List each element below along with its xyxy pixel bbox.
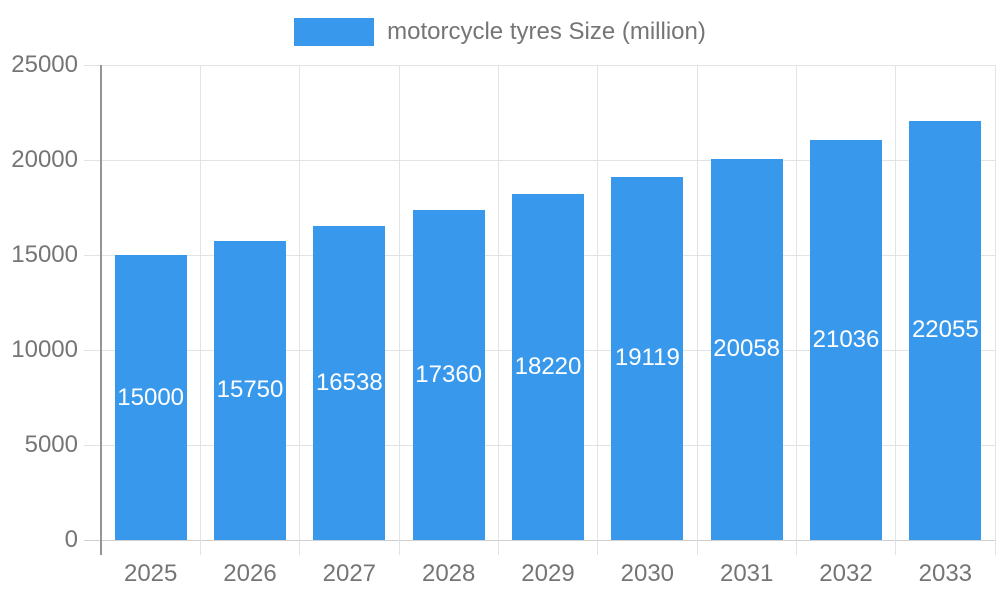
bar-value-label: 22055 [911, 316, 979, 344]
x-axis-tick-label: 2028 [421, 560, 476, 587]
category-gridline [199, 65, 201, 555]
bar-value-label: 16538 [315, 368, 383, 396]
legend: motorcycle tyres Size (million) [0, 14, 1000, 50]
bar-value-label: 18220 [514, 352, 582, 380]
y-axis-tick-label: 10000 [11, 336, 78, 363]
category-gridline [398, 65, 400, 555]
x-axis-tick-label: 2026 [223, 560, 277, 587]
legend-swatch [294, 18, 375, 46]
x-axis-tick-label: 2031 [719, 560, 774, 587]
y-axis-line [100, 65, 102, 555]
y-axis-tick-label: 5000 [24, 431, 78, 458]
bar: 18220 [512, 193, 584, 540]
bar: 16538 [313, 225, 386, 540]
y-gridline [84, 159, 995, 161]
bar: 15000 [114, 255, 187, 540]
category-gridline [994, 65, 996, 555]
x-axis-tick-label: 2030 [620, 560, 675, 587]
x-axis-tick-label: 2033 [918, 560, 973, 587]
bar-value-label: 17360 [415, 361, 483, 389]
category-gridline [895, 65, 897, 555]
category-gridline [299, 65, 301, 555]
y-axis-tick-label: 20000 [11, 146, 78, 173]
bar: 22055 [909, 120, 982, 540]
legend-label: motorcycle tyres Size (million) [387, 18, 706, 45]
x-axis-tick-label: 2029 [521, 560, 575, 587]
y-axis-tick-label: 0 [64, 526, 78, 553]
category-gridline [597, 65, 599, 555]
y-axis-tick-label: 25000 [11, 51, 78, 78]
bar-value-label: 20058 [713, 335, 781, 363]
x-axis-tick-label: 2032 [819, 560, 873, 587]
plot-area: 0 5000 10000 15000 20000 25000 15000 2025 15750 2… [11, 51, 996, 587]
bar-value-label: 19119 [614, 344, 680, 372]
category-gridline [497, 65, 499, 555]
bar-value-label: 15750 [216, 376, 284, 404]
category-gridline [696, 65, 698, 555]
bar: 21036 [810, 140, 882, 540]
bar: 17360 [412, 210, 485, 540]
bar-value-label: 21036 [812, 326, 880, 354]
y-gridline [84, 539, 995, 541]
bar: 20058 [710, 158, 783, 540]
y-axis-tick-label: 15000 [11, 241, 78, 268]
x-axis-tick-label: 2027 [322, 560, 377, 587]
category-gridline [795, 65, 797, 555]
bar: 15750 [214, 240, 286, 540]
x-axis-tick-label: 2025 [123, 560, 178, 587]
y-gridline [84, 64, 995, 66]
bar-value-label: 15000 [117, 383, 185, 411]
bar: 19119 [611, 176, 684, 540]
